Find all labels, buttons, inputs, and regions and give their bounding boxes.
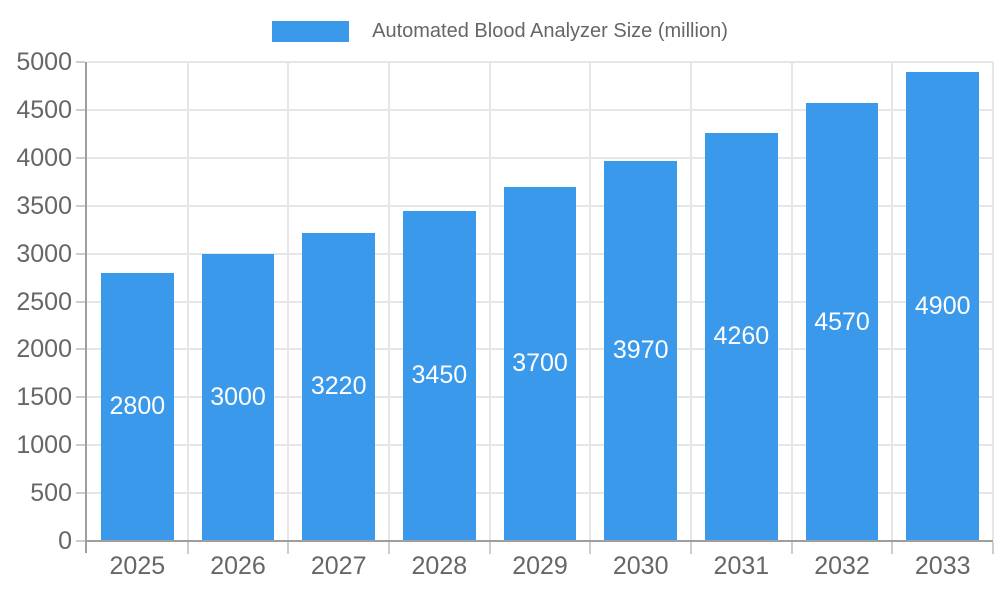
y-tick-label: 3500 bbox=[16, 191, 72, 220]
x-tick-label: 2026 bbox=[210, 552, 266, 580]
h-gridline bbox=[87, 61, 993, 63]
y-tick bbox=[76, 61, 85, 63]
bar-column: 3450 bbox=[389, 62, 490, 541]
v-gridline bbox=[589, 62, 592, 541]
v-gridline bbox=[186, 62, 189, 541]
y-tick bbox=[76, 396, 85, 399]
x-tick bbox=[186, 542, 189, 554]
y-tick-label: 2500 bbox=[16, 287, 72, 316]
bar-value-label: 4900 bbox=[914, 291, 971, 320]
bar-value-label: 3000 bbox=[210, 382, 266, 411]
legend-swatch-icon bbox=[272, 21, 350, 42]
y-tick-label: 0 bbox=[58, 527, 72, 555]
y-tick-label: 1000 bbox=[16, 431, 72, 460]
x-tick-label: 2030 bbox=[612, 552, 669, 580]
bar-value-label: 2800 bbox=[109, 392, 166, 421]
y-tick-label: 2000 bbox=[16, 335, 72, 364]
x-axis-line bbox=[87, 540, 993, 542]
bar-value-label: 3450 bbox=[411, 361, 468, 390]
x-tick bbox=[690, 542, 692, 554]
y-tick bbox=[76, 300, 85, 303]
bar[interactable]: 3220 bbox=[302, 232, 375, 541]
bar[interactable]: 3970 bbox=[604, 160, 677, 541]
y-tick-label: 4000 bbox=[16, 143, 72, 172]
y-tick bbox=[76, 156, 85, 159]
x-tick-label: 2028 bbox=[411, 552, 468, 580]
y-tick bbox=[76, 252, 85, 255]
x-axis-labels: 2025 2026 2027 2028 2029 2030 2031 2032 2033 bbox=[87, 552, 993, 581]
x-tick bbox=[992, 542, 994, 554]
y-tick bbox=[76, 348, 85, 351]
bar[interactable]: 4900 bbox=[906, 71, 979, 541]
x-tick-label: 2032 bbox=[814, 552, 870, 580]
v-gridline bbox=[287, 62, 290, 541]
x-tick bbox=[488, 542, 491, 554]
bar-value-label: 3970 bbox=[612, 336, 669, 365]
y-tick bbox=[76, 204, 85, 207]
bar[interactable]: 3000 bbox=[201, 253, 275, 541]
bar-value-label: 4260 bbox=[713, 322, 770, 351]
plot-area: 2800 3000 3220 3450 3700 3970 4260 4570 4900 bbox=[87, 61, 994, 541]
bar-value-label: 3220 bbox=[310, 372, 367, 401]
bar-column: 3000 bbox=[188, 62, 289, 541]
bar-column: 2800 bbox=[87, 62, 188, 541]
y-tick-label: 3000 bbox=[16, 239, 72, 268]
y-tick-label: 500 bbox=[30, 479, 72, 508]
bar[interactable]: 3450 bbox=[403, 210, 476, 541]
y-tick-label: 5000 bbox=[16, 48, 72, 76]
bar-column: 4260 bbox=[691, 62, 792, 541]
x-tick bbox=[589, 542, 592, 554]
bar-column: 3700 bbox=[490, 62, 591, 541]
bar-column: 3970 bbox=[590, 62, 691, 541]
h-gridline bbox=[87, 156, 993, 159]
y-tick bbox=[76, 492, 85, 495]
h-gridline bbox=[87, 108, 993, 111]
y-tick bbox=[76, 108, 85, 111]
x-tick-label: 2025 bbox=[109, 552, 166, 580]
bar[interactable]: 2800 bbox=[101, 272, 174, 541]
v-gridline bbox=[387, 62, 390, 541]
bar-column: 4900 bbox=[892, 62, 993, 541]
y-tick bbox=[76, 444, 85, 447]
x-tick-label: 2033 bbox=[914, 552, 971, 580]
legend-label: Automated Blood Analyzer Size (million) bbox=[372, 20, 728, 42]
v-gridline bbox=[790, 62, 793, 541]
x-tick-label: 2027 bbox=[310, 552, 367, 580]
bar[interactable]: 4570 bbox=[805, 103, 879, 541]
bar[interactable]: 3700 bbox=[503, 186, 577, 541]
y-tick bbox=[76, 540, 85, 542]
legend-item[interactable]: Automated Blood Analyzer Size (million) bbox=[272, 20, 728, 43]
bar-value-label: 3700 bbox=[512, 349, 568, 378]
x-tick bbox=[287, 542, 290, 554]
v-gridline bbox=[992, 62, 994, 541]
x-tick bbox=[891, 542, 894, 554]
bars-layer: 2800 3000 3220 3450 3700 3970 4260 4570 4900 bbox=[87, 62, 993, 541]
bar-column: 4570 bbox=[792, 62, 893, 541]
y-tick-label: 1500 bbox=[16, 383, 72, 412]
y-axis-line bbox=[85, 62, 87, 553]
x-tick-label: 2031 bbox=[713, 552, 770, 580]
chart-legend: Automated Blood Analyzer Size (million) bbox=[0, 20, 1000, 43]
v-gridline bbox=[488, 62, 491, 541]
x-tick bbox=[790, 542, 793, 554]
v-gridline bbox=[891, 62, 894, 541]
x-tick-label: 2029 bbox=[512, 552, 568, 580]
x-tick bbox=[388, 542, 390, 554]
y-tick-label: 4500 bbox=[16, 95, 72, 124]
v-gridline bbox=[689, 62, 692, 541]
bar-value-label: 4570 bbox=[814, 307, 870, 336]
bar-column: 3220 bbox=[288, 62, 389, 541]
bar[interactable]: 4260 bbox=[705, 132, 778, 541]
